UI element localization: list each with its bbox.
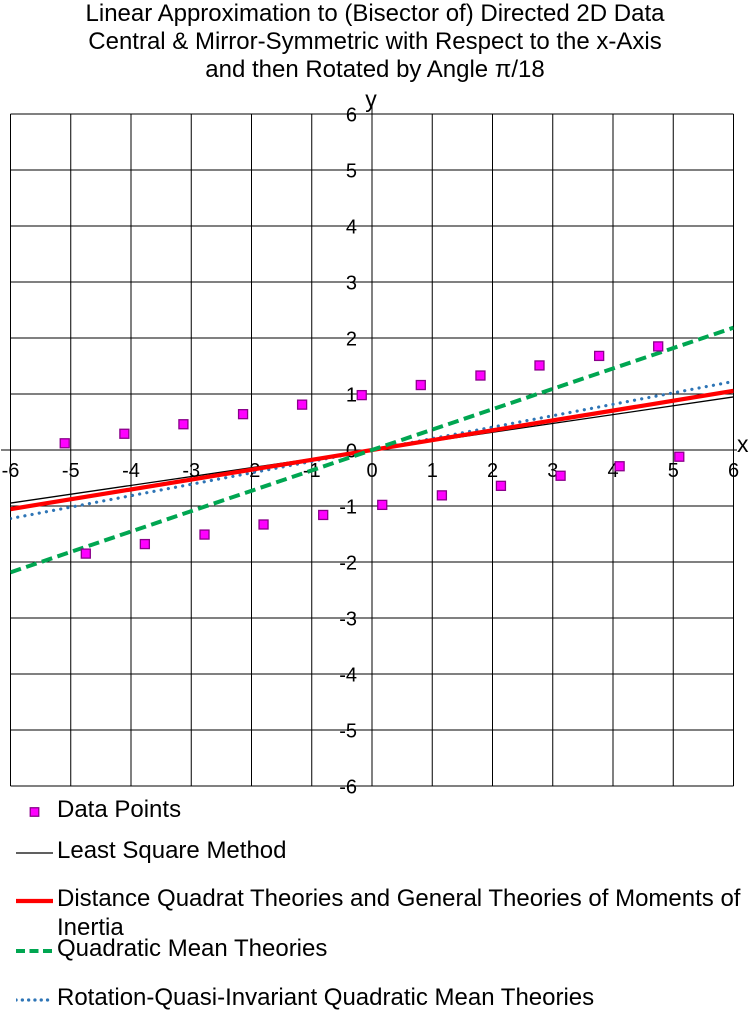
x-tick-label: 6	[728, 460, 739, 482]
legend-label-data-points: Data Points	[57, 796, 182, 823]
y-tick-label: -1	[339, 497, 357, 519]
data-point	[555, 470, 566, 481]
y-tick-label: -6	[339, 777, 357, 798]
least-square-line-icon	[16, 845, 53, 855]
x-tick-label: 1	[427, 460, 438, 482]
chart-title-line3: and then Rotated by Angle π/18	[205, 56, 545, 83]
x-tick-label: -5	[62, 460, 80, 482]
x-tick-labels: -6-5-4-3-2-10123456	[2, 460, 739, 482]
data-point	[377, 499, 388, 511]
data-point	[139, 538, 151, 550]
y-tick-label: 6	[346, 105, 357, 127]
data-points	[59, 341, 685, 559]
y-tick-label: -4	[339, 665, 357, 687]
data-point	[296, 399, 308, 410]
legend-item-least-square: Least Square Method	[16, 836, 287, 865]
y-axis-label: y	[365, 86, 377, 112]
x-tick-label: 2	[487, 460, 498, 482]
x-tick-label: 4	[607, 460, 618, 482]
data-point	[119, 428, 130, 439]
legend-item-quadratic-mean: Quadratic Mean Theories	[16, 934, 327, 963]
y-tick-label: 4	[346, 217, 357, 239]
legend-label-rotation-quasi-invariant: Rotation-Quasi-Invariant Quadratic Mean …	[57, 984, 595, 1011]
legend-label-least-square: Least Square Method	[57, 837, 287, 864]
data-point	[534, 360, 545, 371]
data-point	[495, 480, 507, 491]
data-point	[80, 548, 91, 559]
y-tick-label: 2	[346, 329, 357, 351]
chart-title-line2: Central & Mirror-Symmetric with Respect …	[88, 28, 662, 55]
data-point	[415, 379, 426, 391]
plot-svg: -6-5-4-3-2-101234566543210-1-2-3-4-5-6xy	[1, 86, 749, 798]
y-tick-label: 1	[346, 385, 357, 407]
data-point	[237, 409, 249, 420]
legend-item-distance-quadrat: Distance Quadrat Theories and General Th…	[16, 884, 749, 942]
legend-item-rotation-quasi-invariant: Rotation-Quasi-Invariant Quadratic Mean …	[14, 983, 595, 1012]
y-tick-labels: 6543210-1-2-3-4-5-6	[339, 105, 357, 798]
x-tick-label: -6	[2, 460, 20, 482]
data-point	[674, 451, 685, 462]
data-point	[318, 509, 329, 521]
rotation-quasi-invariant-line-icon	[14, 992, 55, 1002]
x-axis-label: x	[737, 431, 749, 457]
x-tick-label: 5	[668, 460, 679, 482]
rotation-quasi-invariant-line	[10, 379, 734, 521]
chart-title-line1: Linear Approximation to (Bisector of) Di…	[85, 0, 665, 27]
legend-label-quadratic-mean: Quadratic Mean Theories	[57, 935, 328, 962]
y-tick-label: -2	[339, 553, 357, 575]
legend-item-data-points: Data Points	[16, 795, 181, 824]
y-tick-label: -3	[339, 609, 357, 631]
distance-quadrat-line-icon	[16, 893, 53, 904]
y-tick-label: 5	[346, 161, 357, 183]
data-point	[593, 350, 605, 362]
quadratic-mean-line-icon	[16, 943, 53, 953]
y-tick-label: 3	[346, 273, 357, 295]
data-point	[258, 519, 269, 530]
data-points-swatch-icon	[16, 804, 53, 817]
data-point	[436, 490, 448, 501]
x-tick-label: 3	[547, 460, 558, 482]
fit-lines	[10, 325, 734, 575]
data-point	[178, 419, 189, 430]
data-point	[475, 370, 486, 381]
quadratic-mean-line	[10, 325, 734, 575]
x-tick-label: 0	[366, 460, 377, 482]
data-point	[356, 389, 367, 401]
chart-title: Linear Approximation to (Bisector of) Di…	[0, 0, 750, 84]
y-tick-label: -5	[339, 721, 357, 743]
x-tick-label: -4	[122, 460, 140, 482]
data-point	[59, 438, 70, 449]
axes	[1, 106, 737, 786]
data-point	[199, 529, 210, 540]
data-point	[614, 461, 625, 472]
data-point	[653, 341, 664, 352]
legend-label-distance-quadrat: Distance Quadrat Theories and General Th…	[57, 885, 741, 941]
